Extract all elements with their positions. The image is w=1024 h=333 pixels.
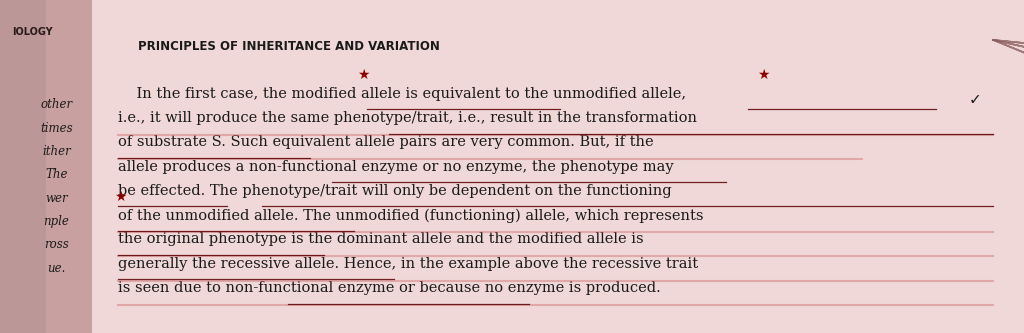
Text: ither: ither [42,145,71,158]
Text: is seen due to non-functional enzyme or because no enzyme is produced.: is seen due to non-functional enzyme or … [118,281,660,295]
Text: i.e., it will produce the same phenotype/trait, i.e., result in the transformati: i.e., it will produce the same phenotype… [118,111,696,125]
Text: The: The [45,168,68,181]
Text: In the first case, the modified allele is equivalent to the unmodified allele,: In the first case, the modified allele i… [118,87,686,101]
Text: IOLOGY: IOLOGY [12,27,53,37]
Text: the original phenotype is the dominant allele and the modified allele is: the original phenotype is the dominant a… [118,232,643,246]
Text: of the unmodified allele. The unmodified (functioning) allele, which represents: of the unmodified allele. The unmodified… [118,208,703,222]
Text: ✓: ✓ [969,92,981,108]
Text: wer: wer [45,191,68,205]
Text: allele produces a non-functional enzyme or no enzyme, the phenotype may: allele produces a non-functional enzyme … [118,160,674,173]
Bar [0,0,46,333]
Text: times: times [40,122,73,135]
Text: ue.: ue. [47,261,66,275]
Text: PRINCIPLES OF INHERITANCE AND VARIATION: PRINCIPLES OF INHERITANCE AND VARIATION [138,40,440,53]
Text: ★: ★ [757,68,769,82]
Text: ross: ross [44,238,69,251]
Text: ★: ★ [115,189,127,203]
Text: be effected. The phenotype/trait will only be dependent on the functioning: be effected. The phenotype/trait will on… [118,184,672,198]
Text: ★: ★ [357,68,370,82]
Text: generally the recessive allele. Hence, in the example above the recessive trait: generally the recessive allele. Hence, i… [118,257,698,271]
Bar [0,0,92,333]
Text: of substrate S. Such equivalent allele pairs are very common. But, if the: of substrate S. Such equivalent allele p… [118,135,653,149]
Text: other: other [40,98,73,112]
Text: nple: nple [43,215,70,228]
